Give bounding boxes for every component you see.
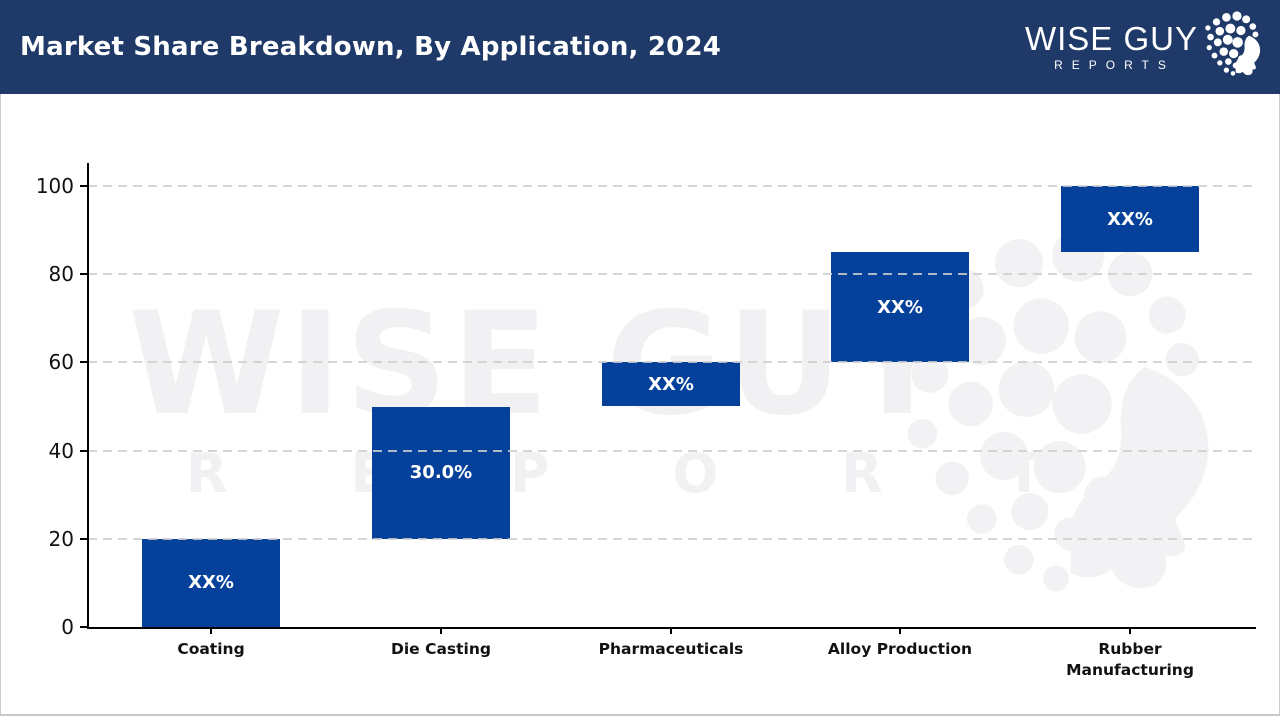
y-tick-label: 40	[48, 438, 74, 463]
watermark-text-primary: WISE GUY	[128, 282, 953, 447]
page-title: Market Share Breakdown, By Application, …	[20, 32, 722, 62]
y-tick-mark	[80, 626, 87, 628]
header-band: Market Share Breakdown, By Application, …	[0, 0, 1280, 94]
bar-value-label: XX%	[1107, 208, 1153, 230]
y-tick-mark	[80, 361, 87, 364]
wiseguy-head-logo-icon	[1205, 11, 1261, 76]
watermark-head-icon	[900, 229, 1209, 592]
y-tick-label: 100	[35, 174, 74, 198]
x-tick-mark	[440, 628, 442, 634]
gridline-20	[88, 537, 1256, 540]
x-axis-line	[87, 627, 1256, 629]
y-axis-line	[87, 163, 89, 629]
x-tick-label-1: Coating	[177, 640, 245, 658]
x-tick-mark	[899, 628, 901, 634]
gridline-60	[88, 361, 1256, 364]
y-tick-mark	[80, 537, 87, 540]
y-tick-label: 20	[48, 526, 74, 551]
y-tick-label: 80	[48, 262, 74, 287]
brand-subname: REPORTS	[1054, 57, 1175, 72]
y-tick-label: 0	[61, 615, 74, 639]
brand-name: WISE GUY	[1024, 20, 1198, 58]
gridline-80	[88, 273, 1256, 276]
y-tick-label: 60	[48, 350, 74, 375]
bar-value-label: XX%	[188, 572, 234, 594]
x-tick-mark	[670, 628, 672, 634]
bar-rubber-manufacturing: XX%	[1061, 186, 1199, 253]
bar-coating: XX%	[142, 538, 280, 627]
bar-value-label: XX%	[648, 373, 694, 395]
bar-die-casting: 30.0%	[372, 406, 510, 539]
bar-pharmaceuticals: XX%	[602, 362, 740, 407]
x-tick-mark	[210, 628, 212, 634]
bar-value-label: XX%	[877, 296, 923, 318]
y-tick-mark	[80, 273, 87, 276]
bar-value-label: 30.0%	[409, 462, 473, 484]
y-tick-mark	[80, 185, 87, 187]
x-tick-mark	[1129, 628, 1131, 634]
x-tick-label-3: Pharmaceuticals	[598, 640, 744, 658]
x-tick-label-5: Rubber Manufacturing	[1066, 640, 1194, 679]
gridline-100	[88, 185, 1256, 187]
brand-logo: WISE GUY REPORTS	[1025, 6, 1266, 88]
brand-logo-text: WISE GUY REPORTS	[1025, 22, 1198, 72]
bar-alloy-production: XX%	[831, 252, 969, 363]
x-tick-label-4: Alloy Production	[827, 640, 973, 658]
gridline-40	[88, 449, 1256, 452]
y-tick-mark	[80, 449, 87, 452]
x-tick-label-2: Die Casting	[390, 640, 491, 658]
